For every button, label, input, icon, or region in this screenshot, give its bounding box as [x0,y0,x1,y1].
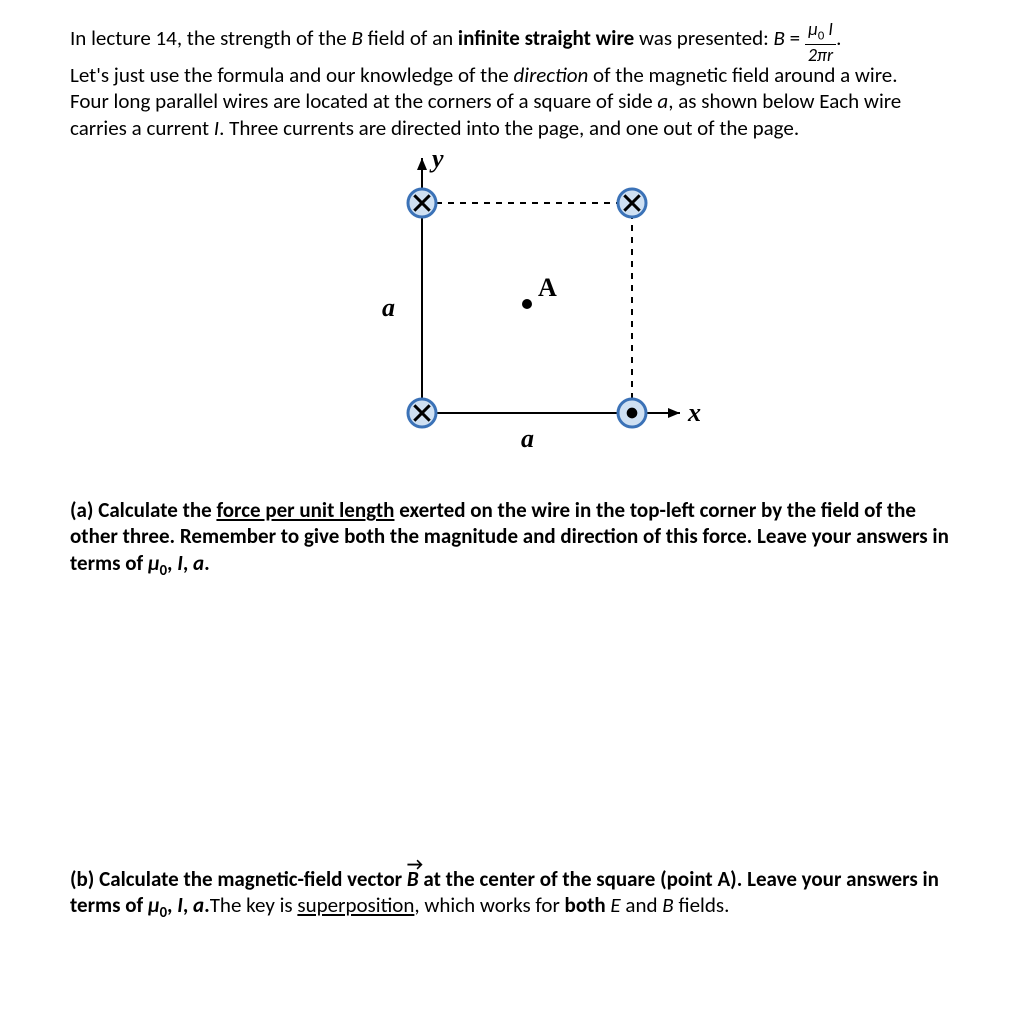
svg-text:y: y [429,144,444,173]
intro-line2b: of the magnetic field around a wire. [588,62,897,88]
intro-text-end: . [836,25,841,51]
page: In lecture 14, the strength of the B fie… [0,0,1024,1021]
intro-text-3: was presented: [634,25,773,51]
pb-tail-bold: both [565,892,606,918]
pb-tail-b: , which works for [414,892,564,918]
svg-text:A: A [538,273,557,302]
pa-mu-sub: 0 [160,561,167,579]
pa-end: . [204,550,210,576]
intro-bold: infinite straight wire [458,25,634,51]
pb-mu-sub: 0 [160,904,167,922]
pb-tail-E: E [610,892,620,918]
part-a: (a) Calculate the force per unit length … [70,497,954,579]
intro-line3c: . Three currents are directed into the p… [219,115,799,141]
pb-mu: μ [148,892,160,918]
pb-tail-end: fields. [674,892,730,918]
formula-lhs: B [773,25,784,51]
wires-diagram: Aa a y x [302,143,722,463]
pb-tail-and: and [621,892,663,918]
pa-a: a [193,550,204,576]
svg-text:a: a [521,424,534,453]
svg-text:a: a [382,293,395,322]
pb-sep1: , [167,892,177,918]
part-b: (b) Calculate the magnetic-field vector … [70,866,954,922]
formula-fraction: μ0 I2πr [805,20,836,64]
svg-text:x: x [687,398,701,427]
pa-u1: force per unit length [216,497,394,523]
intro-line3a: Four long parallel wires are located at … [70,88,657,114]
pb-tail-B: B [662,892,673,918]
pb-tail-u: superposition [297,892,414,918]
intro-text-1: In lecture 14, the strength of the [70,25,351,51]
pa-sep2: , [183,550,193,576]
intro-a: a [657,88,668,114]
pa-sep1: , [167,550,177,576]
pb-vec-B: →B [407,866,419,892]
intro-line2a: Let's just use the formula and our knowl… [70,62,513,88]
intro-paragraph: In lecture 14, the strength of the B fie… [70,18,954,141]
pb-sep2: , [183,892,193,918]
pb-lead: (b) Calculate the magnetic-field vector [70,866,407,892]
pa-mu: μ [148,550,160,576]
intro-text-2: field of an [363,25,458,51]
diagram-container: Aa a y x [70,143,954,469]
pa-lead: (a) Calculate the [70,497,216,523]
intro-direction: direction [513,62,588,88]
pb-a: a [193,892,204,918]
pb-tail-a: The key is [210,892,298,918]
